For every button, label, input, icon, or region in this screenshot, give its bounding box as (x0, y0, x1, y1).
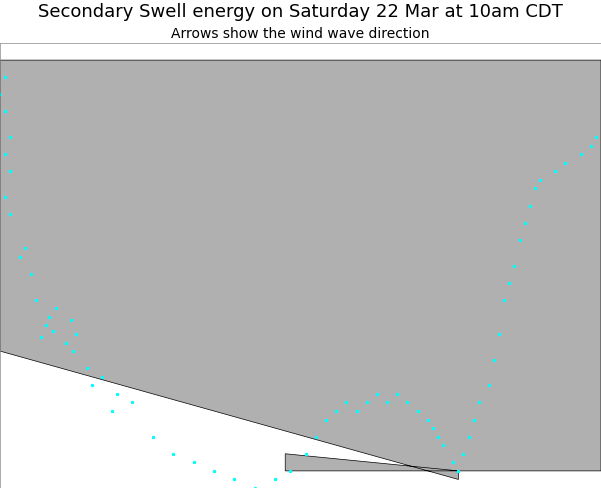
Text: Secondary Swell energy on Saturday 22 Mar at 10am CDT: Secondary Swell energy on Saturday 22 Ma… (38, 3, 563, 21)
Text: Arrows show the wind wave direction: Arrows show the wind wave direction (171, 27, 430, 41)
Polygon shape (0, 61, 601, 480)
